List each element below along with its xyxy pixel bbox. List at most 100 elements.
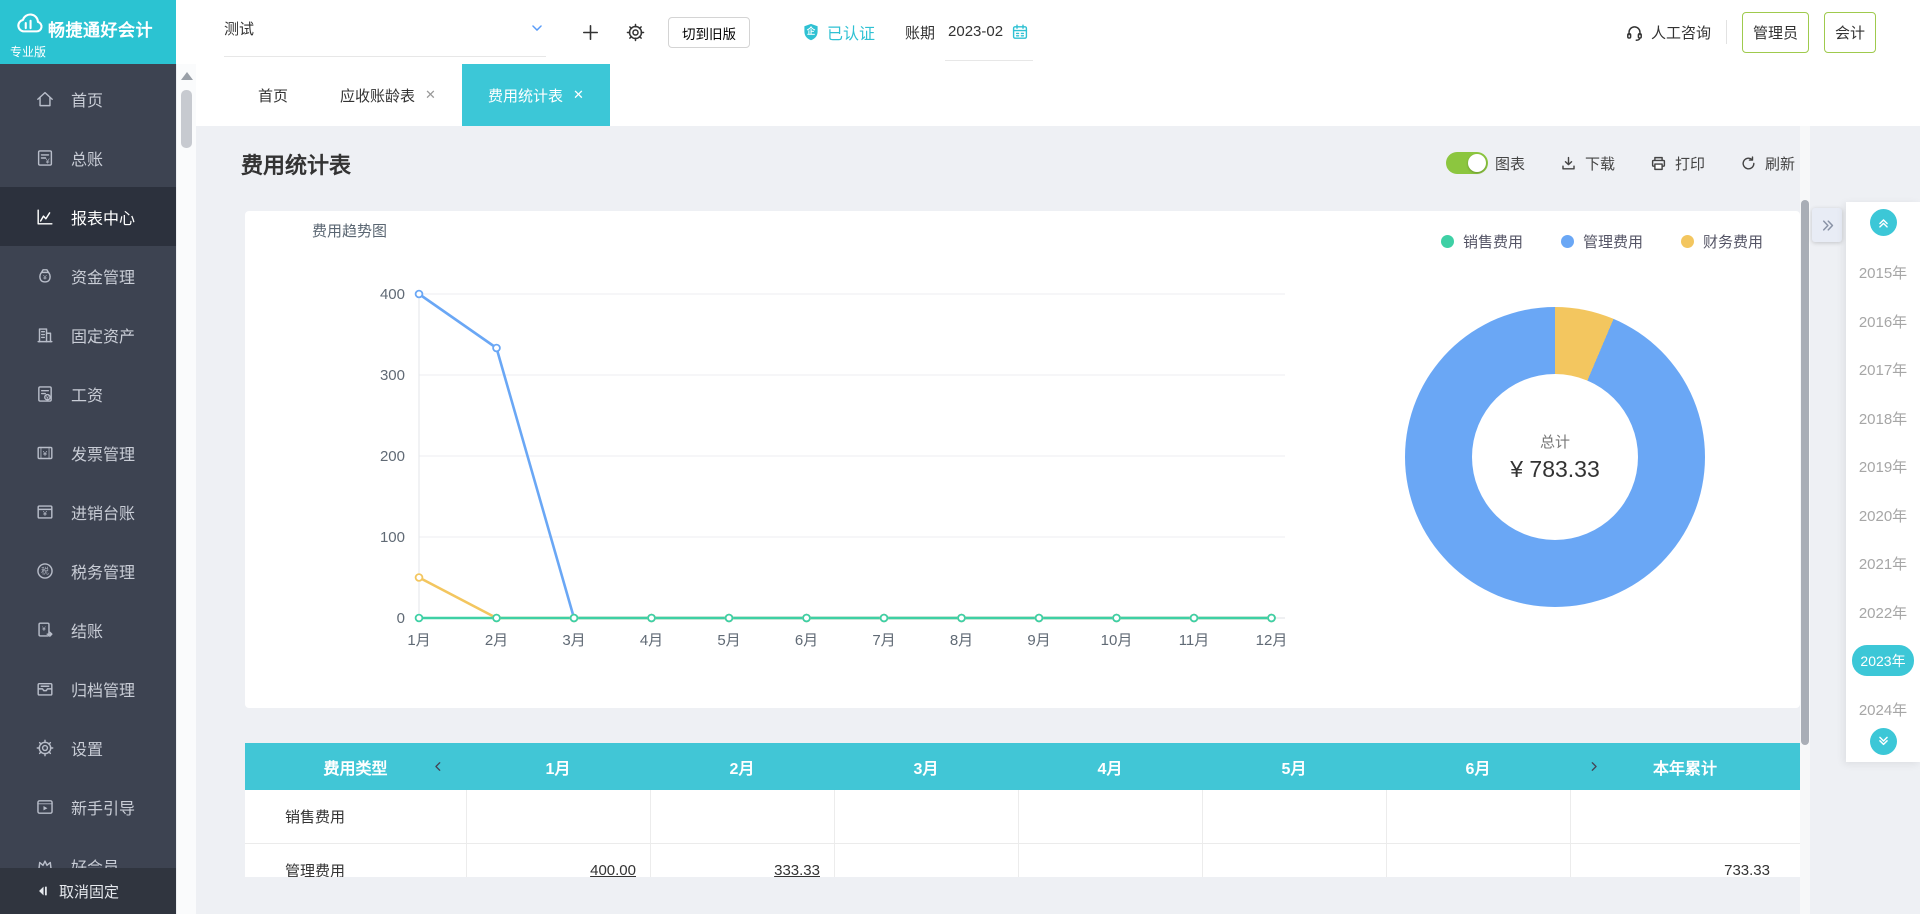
chevron-right-icon[interactable] xyxy=(1585,743,1602,790)
svg-text:¥: ¥ xyxy=(43,510,47,518)
sidebar-item-payroll[interactable]: ¥ 工资 xyxy=(0,364,176,423)
year-panel-expander[interactable] xyxy=(1812,208,1842,242)
legend-dot xyxy=(1440,235,1454,248)
table-body: 销售费用 管理费用 400.00 333.33 733.33 xyxy=(245,790,1800,877)
sidebar-item-home[interactable]: 首页 xyxy=(0,69,176,128)
svg-text:¥: ¥ xyxy=(46,157,50,165)
svg-text:¥: ¥ xyxy=(43,274,47,281)
table-header-cell: 6月 xyxy=(1465,760,1491,778)
print-label: 打印 xyxy=(1674,155,1705,173)
sidebar-item-invoice[interactable]: ¥ 发票管理 xyxy=(0,423,176,482)
year-item-2023年[interactable]: 2023年 xyxy=(1852,645,1914,676)
table-header-row: 费用类型 1月 2月 3月 4月 5月 6月 本年累计 xyxy=(245,743,1800,790)
download-label: 下载 xyxy=(1584,155,1615,173)
tab-应收账龄表[interactable]: 应收账龄表 ✕ xyxy=(314,64,462,126)
account-selector[interactable]: 测试 xyxy=(224,0,546,57)
legend-item-销售费用[interactable]: 销售费用 xyxy=(1440,231,1523,252)
month-value-cell xyxy=(650,790,834,843)
svg-text:6月: 6月 xyxy=(795,632,818,649)
refresh-button[interactable]: 刷新 xyxy=(1739,153,1795,174)
legend-item-财务费用[interactable]: 财务费用 xyxy=(1680,231,1763,252)
expense-donut-chart: 总计 ¥ 783.33 xyxy=(1405,307,1705,607)
tab-费用统计表[interactable]: 费用统计表 ✕ xyxy=(461,64,610,126)
svg-text:2月: 2月 xyxy=(485,632,508,649)
month-value-cell xyxy=(1018,844,1202,877)
table-header-cell: 2月 xyxy=(729,760,755,778)
sidebar-item-archive[interactable]: 归档管理 xyxy=(0,659,176,718)
add-button[interactable] xyxy=(580,0,601,64)
download-button[interactable]: 下载 xyxy=(1559,153,1615,174)
svg-text:5月: 5月 xyxy=(717,632,740,649)
year-item-2021年[interactable]: 2021年 xyxy=(1858,556,1908,573)
cloud-logo-icon xyxy=(12,8,44,40)
years-scroll-up-button[interactable] xyxy=(1870,209,1897,236)
sidebar-item-report[interactable]: 报表中心 xyxy=(0,187,176,246)
year-item-2022年[interactable]: 2022年 xyxy=(1858,604,1908,622)
sidebar-item-asset[interactable]: 固定资产 xyxy=(0,305,176,364)
unpin-sidebar-button[interactable]: 取消固定 xyxy=(0,868,176,914)
sidebar-item-label: 新手引导 xyxy=(71,800,136,818)
legend-item-管理费用[interactable]: 管理费用 xyxy=(1560,231,1643,252)
chevron-left-icon[interactable] xyxy=(430,743,447,790)
sidebar-item-ledger[interactable]: ¥ 总账 xyxy=(0,128,176,187)
gear-icon[interactable] xyxy=(624,0,647,64)
period-selector[interactable]: 2023-02 xyxy=(945,4,1034,61)
svg-text:7月: 7月 xyxy=(872,632,895,649)
tab-close-icon[interactable]: ✕ xyxy=(425,87,436,102)
sidebar-item-tax[interactable]: 税 税务管理 xyxy=(0,541,176,600)
print-button[interactable]: 打印 xyxy=(1649,153,1705,174)
svg-text:10月: 10月 xyxy=(1101,632,1133,649)
table-row-销售费用: 销售费用 xyxy=(245,790,1800,843)
sidebar-item-closing[interactable]: ¥ 结账 xyxy=(0,600,176,659)
admin-badge[interactable]: 管理员 xyxy=(1741,11,1809,53)
role-badge[interactable]: 会计 xyxy=(1823,11,1876,53)
year-item-2024年[interactable]: 2024年 xyxy=(1858,701,1908,719)
sidebar-item-trade[interactable]: ¥ 进销台账 xyxy=(0,482,176,541)
legend-label: 财务费用 xyxy=(1702,234,1763,251)
table-header-cell: 5月 xyxy=(1281,760,1307,778)
printer-icon xyxy=(1649,154,1668,173)
chart-toggle-switch[interactable] xyxy=(1445,152,1488,174)
sidebar-item-funds[interactable]: ¥ 资金管理 xyxy=(0,246,176,305)
sidebar-item-settings[interactable]: 设置 xyxy=(0,718,176,777)
support-link[interactable]: 人工咨询 xyxy=(1624,22,1711,43)
value-link[interactable]: 333.33 xyxy=(774,861,820,878)
year-item-2018年[interactable]: 2018年 xyxy=(1858,410,1908,428)
tab-首页[interactable]: 首页 xyxy=(232,64,314,126)
scroll-up-arrow-icon[interactable] xyxy=(181,72,193,80)
year-item-2015年[interactable]: 2015年 xyxy=(1858,265,1908,282)
svg-text:300: 300 xyxy=(380,367,405,384)
year-item-2020年[interactable]: 2020年 xyxy=(1858,507,1908,525)
content-scrollbar[interactable] xyxy=(1800,126,1810,914)
top-bar: 畅捷通好会计 专业版 测试 切到旧版 企 已认证 账期 2023-02 xyxy=(0,0,1920,64)
svg-text:400: 400 xyxy=(380,286,405,303)
sidebar-scrollbar-thumb[interactable] xyxy=(181,90,192,148)
month-value-cell xyxy=(1386,844,1570,877)
certified-badge[interactable]: 企 已认证 xyxy=(800,0,875,64)
period-label: 账期 xyxy=(905,24,936,42)
tab-close-icon[interactable]: ✕ xyxy=(572,87,584,102)
value-link[interactable]: 400.00 xyxy=(590,861,636,878)
year-item-2019年[interactable]: 2019年 xyxy=(1858,459,1908,476)
page-controls: 图表 下载 打印 刷新 xyxy=(1445,152,1795,174)
invoice-icon: ¥ xyxy=(34,442,56,464)
year-item-2017年[interactable]: 2017年 xyxy=(1858,362,1908,379)
year-item-2016年[interactable]: 2016年 xyxy=(1858,313,1908,331)
sidebar-item-guide[interactable]: 新手引导 xyxy=(0,777,176,836)
content-scrollbar-thumb[interactable] xyxy=(1801,200,1809,745)
sidebar-item-label: 发票管理 xyxy=(71,446,136,464)
svg-text:税: 税 xyxy=(41,565,49,575)
download-icon xyxy=(1559,154,1578,173)
switch-old-version-button[interactable]: 切到旧版 xyxy=(668,17,750,48)
sidebar-item-label: 工资 xyxy=(71,387,104,405)
expense-trend-line-chart: 0 100 200 300 400 1月 2月 3月 4月 5月 6月 7月 8月 9月 10月 11月 12月 xyxy=(380,286,1287,649)
svg-text:0: 0 xyxy=(397,610,405,627)
years-scroll-down-button[interactable] xyxy=(1870,728,1897,755)
month-value-cell xyxy=(1202,790,1386,843)
svg-text:1月: 1月 xyxy=(407,632,430,649)
month-value-cell xyxy=(1386,790,1570,843)
sidebar-scrollbar[interactable] xyxy=(176,64,196,914)
expense-trend-card: 费用趋势图 销售费用 管理费用 财务费用 0 100 200 300 400 1月 2月 3月 4月… xyxy=(245,211,1800,708)
month-value-cell xyxy=(1018,790,1202,843)
